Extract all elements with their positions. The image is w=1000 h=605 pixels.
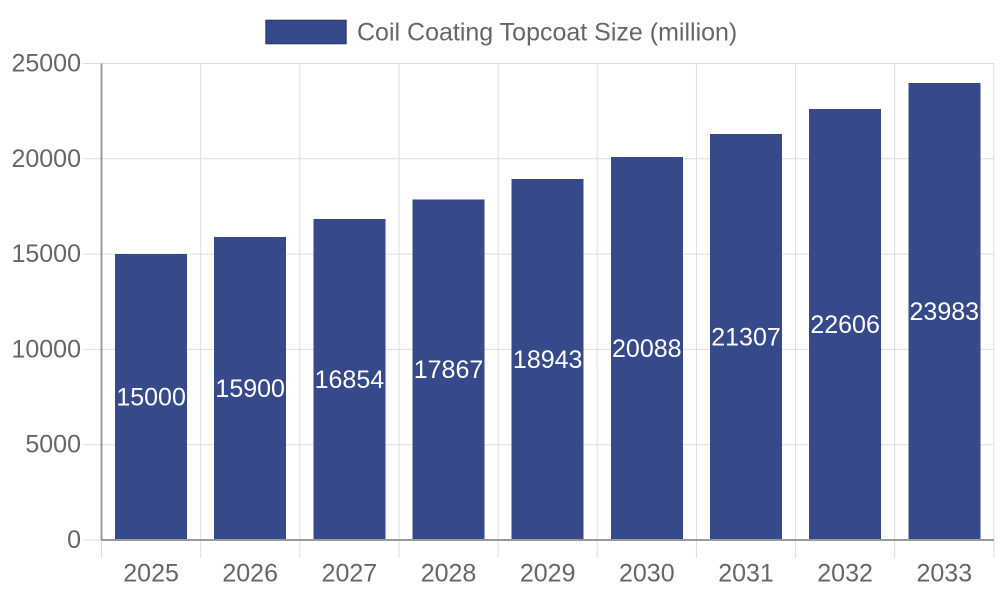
svg-text:2030: 2030 — [619, 560, 675, 588]
svg-text:Coil Coating Topcoat Size (mil: Coil Coating Topcoat Size (million) — [357, 19, 737, 47]
svg-text:21307: 21307 — [711, 323, 781, 351]
svg-text:2033: 2033 — [916, 560, 972, 588]
svg-text:2028: 2028 — [421, 560, 477, 588]
svg-text:2027: 2027 — [322, 560, 378, 588]
svg-text:15000: 15000 — [116, 384, 186, 412]
svg-text:16854: 16854 — [315, 366, 385, 394]
svg-text:5000: 5000 — [25, 431, 81, 459]
svg-text:22606: 22606 — [810, 311, 880, 339]
svg-text:2029: 2029 — [520, 560, 576, 588]
svg-text:15900: 15900 — [215, 375, 285, 403]
svg-text:20000: 20000 — [11, 145, 81, 173]
svg-text:2025: 2025 — [123, 560, 179, 588]
svg-text:17867: 17867 — [414, 356, 484, 384]
svg-text:0: 0 — [67, 526, 81, 554]
svg-text:20088: 20088 — [612, 335, 682, 363]
svg-text:18943: 18943 — [513, 346, 583, 374]
svg-text:2031: 2031 — [718, 560, 774, 588]
svg-text:2026: 2026 — [222, 560, 278, 588]
svg-text:2032: 2032 — [817, 560, 873, 588]
svg-text:15000: 15000 — [11, 240, 81, 268]
svg-text:23983: 23983 — [910, 298, 980, 326]
svg-text:25000: 25000 — [11, 50, 81, 78]
svg-text:10000: 10000 — [11, 335, 81, 363]
